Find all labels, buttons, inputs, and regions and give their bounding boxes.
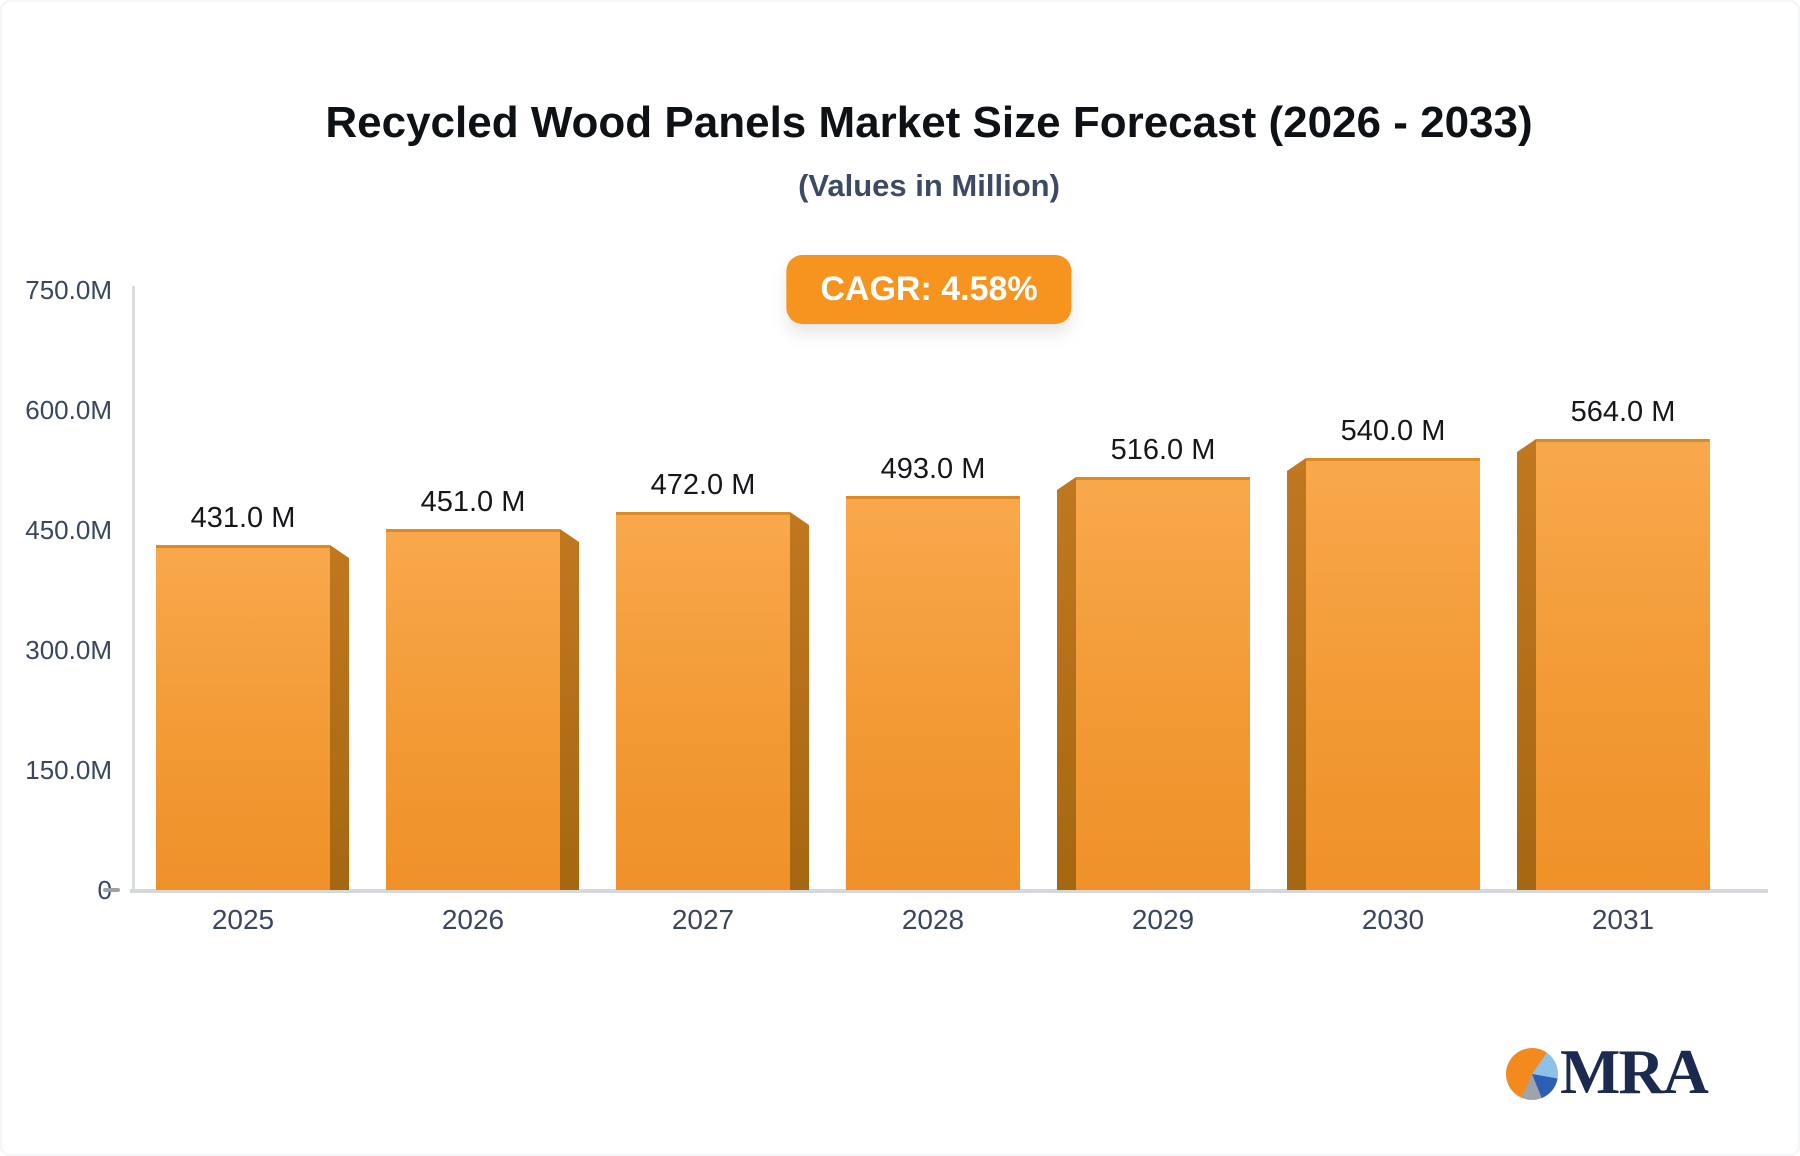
bar-3d-side xyxy=(330,545,349,890)
y-axis-tick-label: 0 xyxy=(2,875,112,905)
chart-title: Recycled Wood Panels Market Size Forecas… xyxy=(325,98,1533,147)
bar-3d-side xyxy=(790,512,809,890)
bar xyxy=(1306,458,1480,890)
y-axis-tick-label: 600.0M xyxy=(25,395,112,425)
cagr-badge: CAGR: 4.58% xyxy=(786,255,1072,324)
x-axis-year-label: 2029 xyxy=(1131,904,1195,935)
y-axis-tick-label: 150.0M xyxy=(25,755,112,785)
bar-3d-side xyxy=(1287,458,1306,890)
bar-value-label: 516.0 M xyxy=(1110,434,1216,466)
bar xyxy=(386,529,560,890)
y-axis-tick-label: 450.0M xyxy=(25,515,112,545)
y-axis-tick-label: 750.0M xyxy=(25,275,112,305)
x-axis-year-label: 2028 xyxy=(901,904,965,935)
bar-value-label: 564.0 M xyxy=(1570,396,1676,428)
bar-value-label: 472.0 M xyxy=(650,469,756,501)
bar-value-label: 451.0 M xyxy=(420,486,526,518)
bar xyxy=(156,545,330,890)
bar-3d-side xyxy=(1057,477,1076,890)
y-axis-line xyxy=(132,286,135,892)
chart-subtitle: (Values in Million) xyxy=(798,168,1060,203)
bar-3d-side xyxy=(1517,439,1536,890)
bar xyxy=(616,512,790,890)
bar xyxy=(1536,439,1710,890)
bar xyxy=(1076,477,1250,890)
brand-logo-text: MRA xyxy=(1560,1036,1709,1107)
brand-logo: MRA xyxy=(1506,1036,1709,1107)
zero-tick-mark xyxy=(103,888,120,892)
bar xyxy=(846,496,1020,890)
bar-value-label: 540.0 M xyxy=(1340,415,1446,447)
x-axis-year-label: 2026 xyxy=(441,904,505,935)
x-axis-line xyxy=(130,889,1768,893)
x-axis-year-label: 2030 xyxy=(1361,904,1425,935)
x-axis-year-label: 2025 xyxy=(211,904,275,935)
pie-chart-logo-icon xyxy=(1506,1048,1558,1100)
bar-value-label: 493.0 M xyxy=(880,453,986,485)
x-axis-year-label: 2027 xyxy=(671,904,735,935)
bar-3d-side xyxy=(560,529,579,890)
y-axis-tick-label: 300.0M xyxy=(25,635,112,665)
bar-value-label: 431.0 M xyxy=(190,502,296,534)
x-axis-year-label: 2031 xyxy=(1591,904,1655,935)
